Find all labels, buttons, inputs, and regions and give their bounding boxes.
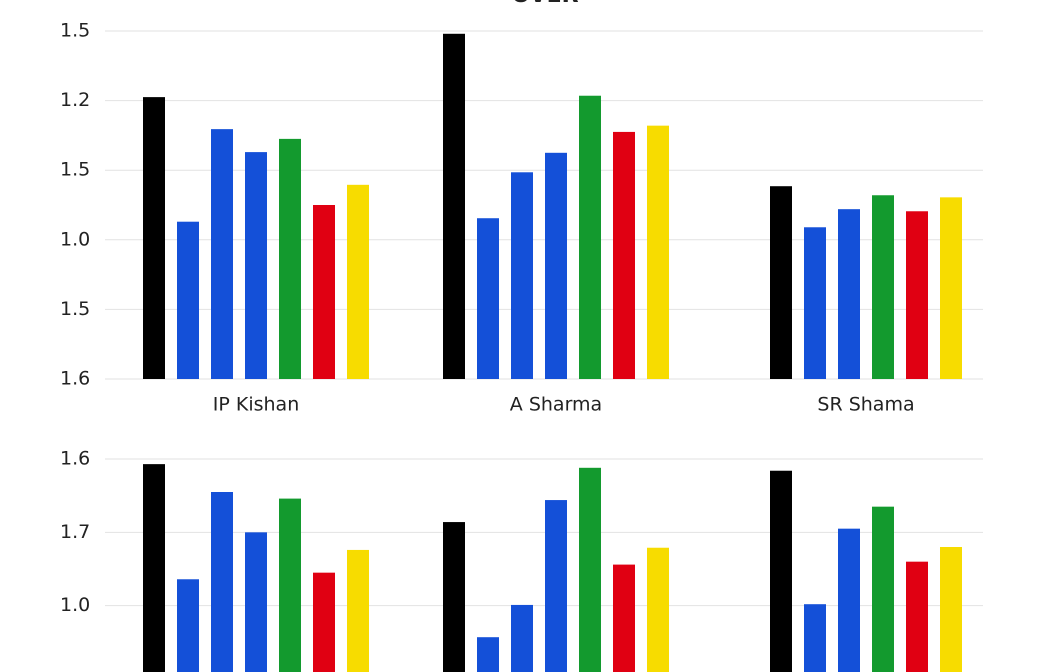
bar <box>872 506 894 672</box>
bar <box>211 492 233 672</box>
bar <box>545 152 567 379</box>
y-tick-label: 1.0 <box>60 594 90 616</box>
bar <box>143 97 165 380</box>
bar <box>279 138 301 379</box>
bar <box>245 532 267 672</box>
bar <box>579 95 601 379</box>
bar <box>443 33 465 380</box>
bar <box>770 186 792 379</box>
bar <box>143 464 165 672</box>
y-tick-label: 1.5 <box>60 20 90 42</box>
bar <box>313 572 335 672</box>
bar <box>906 211 928 379</box>
x-tick-label: A Sharma <box>510 394 602 416</box>
bar <box>940 547 962 672</box>
bar <box>579 467 601 672</box>
y-tick-label: 1.2 <box>60 89 90 111</box>
bar <box>838 528 860 672</box>
y-tick-label: 1.5 <box>60 159 90 181</box>
y-tick-label: 1.5 <box>60 298 90 320</box>
chart-title: OVER <box>511 0 578 8</box>
bar <box>770 470 792 672</box>
bar <box>838 209 860 379</box>
bar <box>647 125 669 379</box>
bar <box>177 221 199 379</box>
bar <box>940 197 962 379</box>
bar <box>477 218 499 379</box>
y-tick-label: 1.6 <box>60 368 90 390</box>
bar <box>804 227 826 379</box>
x-tick-label: SR Shama <box>817 394 914 416</box>
bar <box>245 152 267 379</box>
y-tick-label: 1.7 <box>60 521 90 543</box>
bar <box>613 131 635 379</box>
bar <box>177 579 199 672</box>
bar <box>313 205 335 379</box>
y-tick-label: 1.6 <box>60 448 90 470</box>
bar <box>347 549 369 672</box>
bar <box>804 604 826 672</box>
bar <box>613 564 635 672</box>
y-tick-label: 1.0 <box>60 228 90 250</box>
bar <box>647 547 669 672</box>
bar <box>872 195 894 379</box>
bar <box>906 561 928 672</box>
bar <box>211 129 233 379</box>
bar <box>511 172 533 379</box>
bar <box>443 522 465 672</box>
bar <box>511 604 533 672</box>
bar <box>477 637 499 672</box>
x-tick-label: IP Kishan <box>213 394 299 416</box>
bar <box>545 500 567 672</box>
bar <box>347 184 369 379</box>
bar <box>279 498 301 672</box>
